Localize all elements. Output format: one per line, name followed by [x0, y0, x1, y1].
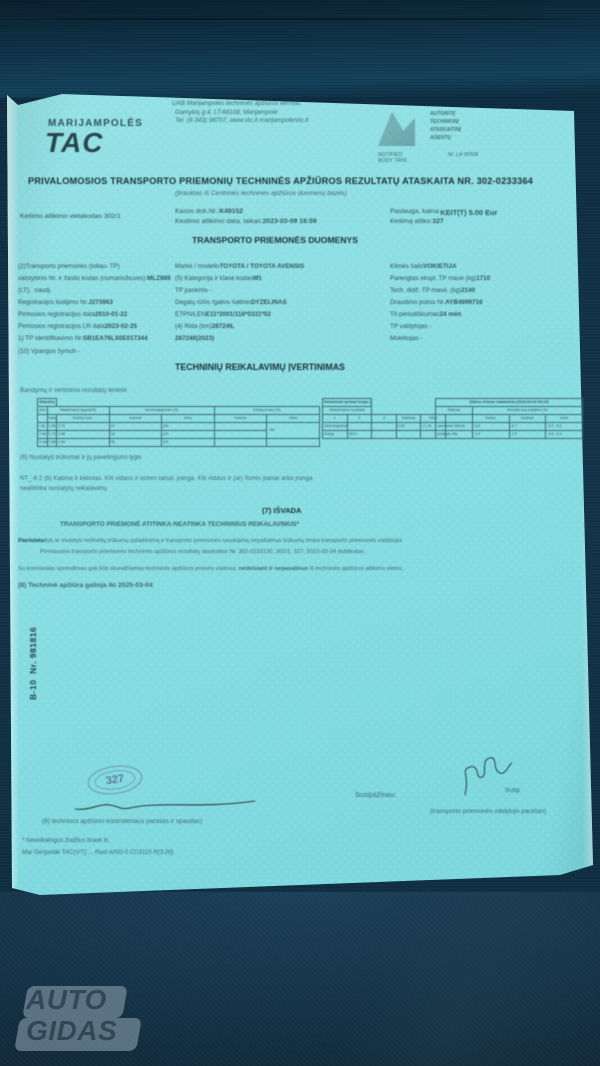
svg-text:327: 327 — [105, 773, 125, 787]
